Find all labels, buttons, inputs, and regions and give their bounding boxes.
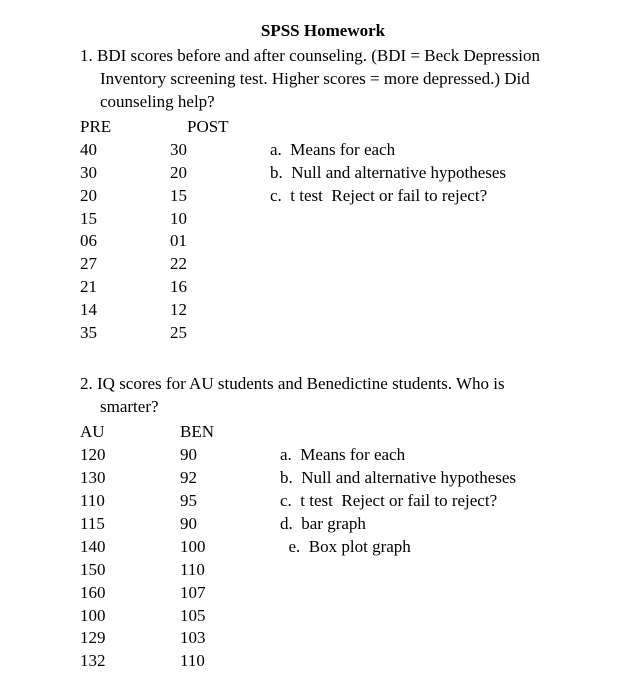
q1-post-7: 12 [170,299,242,322]
q2-ben-9: 110 [180,650,252,673]
q1-col-post: POST 30 20 15 10 01 22 16 12 25 [170,116,242,345]
q1-pre-header: PRE [80,116,170,139]
q1-post-5: 22 [170,253,242,276]
q2-au-4: 140 [80,536,180,559]
q1-pre-1: 30 [80,162,170,185]
q2-ben-2: 95 [180,490,252,513]
q2-ben-0: 90 [180,444,252,467]
q2-au-6: 160 [80,582,180,605]
q1-pre-2: 20 [80,185,170,208]
q2-au-9: 132 [80,650,180,673]
q2-task-a: a. Means for each [280,444,516,467]
question-2-text: 2. IQ scores for AU students and Benedic… [80,373,566,419]
q2-au-2: 110 [80,490,180,513]
question-1-text: 1. BDI scores before and after counselin… [80,45,566,114]
q2-ben-5: 110 [180,559,252,582]
q1-post-1: 20 [170,162,242,185]
q1-post-6: 16 [170,276,242,299]
q1-pre-3: 15 [80,208,170,231]
question-1: 1. BDI scores before and after counselin… [80,45,566,345]
q1-pre-8: 35 [80,322,170,345]
question-2-number: 2. [80,374,93,393]
q2-tasks: a. Means for each b. Null and alternativ… [252,421,516,673]
q1-task-b: b. Null and alternative hypotheses [270,162,506,185]
q2-task-d: d. bar graph [280,513,516,536]
q2-ben-8: 103 [180,627,252,650]
q2-ben-4: 100 [180,536,252,559]
question-1-data: PRE 40 30 20 15 06 27 21 14 35 POST 30 2… [80,116,566,345]
q1-task-c: c. t test Reject or fail to reject? [270,185,506,208]
q1-pre-6: 21 [80,276,170,299]
q1-post-2: 15 [170,185,242,208]
q1-col-pre: PRE 40 30 20 15 06 27 21 14 35 [80,116,170,345]
q2-col-ben: BEN 90 92 95 90 100 110 107 105 103 110 [180,421,252,673]
q1-post-3: 10 [170,208,242,231]
q2-ben-3: 90 [180,513,252,536]
q2-au-5: 150 [80,559,180,582]
question-2: 2. IQ scores for AU students and Benedic… [80,373,566,673]
q2-col-au: AU 120 130 110 115 140 150 160 100 129 1… [80,421,180,673]
q1-post-header: POST [170,116,242,139]
q2-au-header: AU [80,421,180,444]
q2-task-b: b. Null and alternative hypotheses [280,467,516,490]
q1-tasks: a. Means for each b. Null and alternativ… [242,116,506,345]
q1-post-8: 25 [170,322,242,345]
q2-ben-header: BEN [180,421,252,444]
q1-pre-4: 06 [80,230,170,253]
q2-ben-7: 105 [180,605,252,628]
q1-pre-5: 27 [80,253,170,276]
question-1-body: BDI scores before and after counseling. … [97,46,540,111]
q2-task-e: e. Box plot graph [280,536,516,559]
q1-task-a: a. Means for each [270,139,506,162]
q2-task-c: c. t test Reject or fail to reject? [280,490,516,513]
question-2-body: IQ scores for AU students and Benedictin… [97,374,505,416]
q2-ben-1: 92 [180,467,252,490]
question-2-data: AU 120 130 110 115 140 150 160 100 129 1… [80,421,566,673]
document-title: SPSS Homework [80,20,566,43]
q1-pre-0: 40 [80,139,170,162]
question-1-number: 1. [80,46,93,65]
q2-au-7: 100 [80,605,180,628]
q2-ben-6: 107 [180,582,252,605]
q1-post-0: 30 [170,139,242,162]
q2-au-0: 120 [80,444,180,467]
q1-post-4: 01 [170,230,242,253]
q2-au-8: 129 [80,627,180,650]
q1-pre-7: 14 [80,299,170,322]
q2-au-3: 115 [80,513,180,536]
q2-au-1: 130 [80,467,180,490]
